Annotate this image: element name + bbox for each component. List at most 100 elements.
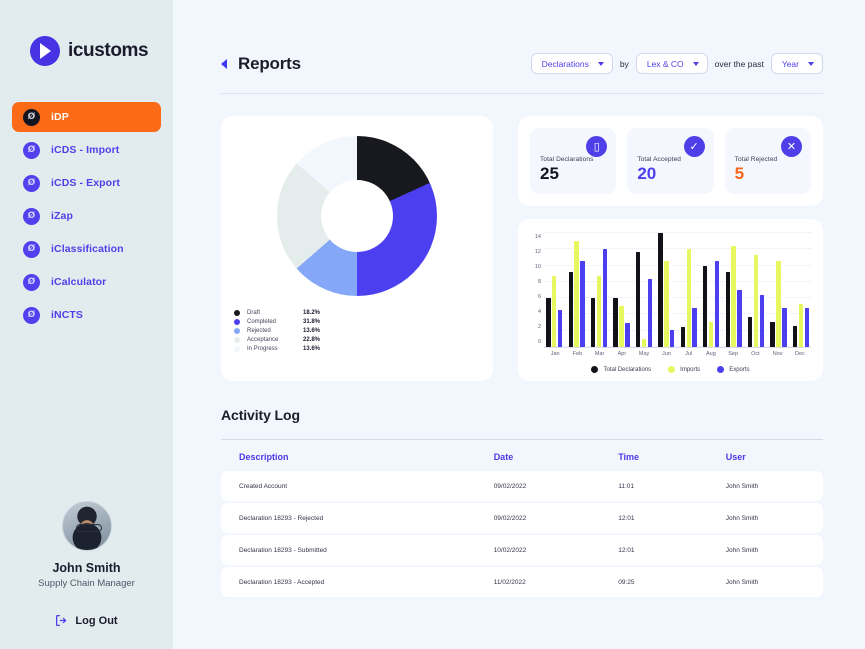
column-header-date[interactable]: Date [493, 452, 514, 462]
bar [708, 321, 714, 347]
bar [647, 278, 652, 347]
bar [635, 251, 641, 347]
bar-group [544, 233, 564, 347]
company-dropdown[interactable]: Lex & CO [635, 53, 708, 74]
play-circle-logo-icon [30, 36, 60, 66]
bar-group [589, 233, 609, 347]
legend-label: Exports [729, 366, 750, 373]
legend-item: Rejected 13.6% [234, 328, 493, 334]
donut-legend: Draft 18.2% Completed 31.8% Rejected 13.6% Acc… [234, 310, 493, 352]
bar-group [679, 233, 699, 347]
bar-group [746, 233, 766, 347]
bar [714, 260, 720, 347]
bar-group [566, 233, 586, 347]
x-tick-label: Sep [728, 351, 739, 357]
sidebar-item-label: iCalculator [51, 276, 107, 288]
page-title: Reports [238, 53, 301, 73]
legend-color-dot [234, 337, 240, 343]
avatar [61, 501, 112, 551]
donut-ring [277, 136, 437, 296]
status-breakdown-card: Draft 18.2% Completed 31.8% Rejected 13.6% Acc… [221, 116, 493, 381]
legend-color-dot [234, 346, 240, 352]
bar [770, 321, 775, 347]
filter-conjunction-period: over the past [714, 58, 764, 69]
entity-dropdown-value: Declarations [541, 58, 589, 69]
legend-color-dot [717, 366, 725, 373]
entity-dropdown[interactable]: Declarations [530, 53, 613, 74]
x-tick-label: May [638, 351, 650, 357]
table-row[interactable]: Created Account 09/02/2022 11:01 John Smith [221, 471, 823, 501]
column-header-user[interactable]: User [725, 452, 746, 462]
legend-item: Draft 18.2% [234, 310, 493, 316]
cell-date: 10/02/2022 [493, 546, 527, 554]
table-row[interactable]: Declaration 18293 - Rejected 09/02/2022 12… [221, 503, 823, 533]
cell-description: Created Account [239, 482, 288, 490]
period-dropdown-value: Year [781, 58, 799, 69]
filter-conjunction-by: by [619, 58, 629, 69]
bar [619, 306, 624, 347]
donut-chart [221, 116, 493, 296]
bar [792, 325, 798, 347]
brand-logo[interactable]: icustoms [30, 36, 173, 66]
activity-table-body: Created Account 09/02/2022 11:01 John Smith… [221, 471, 823, 597]
x-tick-label: Jul [685, 351, 693, 357]
legend-label: Completed [247, 319, 277, 325]
bar [731, 246, 736, 347]
chart-legend-item: Total Declarations [591, 366, 651, 373]
cell-description: Declaration 18293 - Submitted [239, 546, 327, 554]
y-tick-label: 14 [534, 234, 541, 240]
legend-value: 18.2% [303, 310, 321, 316]
main-content: Reports Declarations by Lex & CO over th… [173, 0, 865, 649]
back-caret-icon[interactable] [221, 58, 227, 69]
legend-label: Total Declarations [603, 366, 652, 373]
bar [670, 329, 675, 347]
bar [804, 307, 809, 347]
cell-user: John Smith [725, 514, 759, 522]
x-tick-label: Jun [661, 351, 671, 357]
bar [753, 255, 759, 347]
cell-date: 09/02/2022 [493, 514, 527, 522]
icds-import-icon: Ø [23, 141, 40, 159]
sidebar-item-label: iCDS - Import [51, 144, 120, 156]
bar [625, 322, 630, 347]
header-divider [221, 93, 823, 94]
bar [613, 298, 618, 347]
legend-value: 22.8% [303, 337, 321, 343]
x-tick-label: Jan [550, 351, 560, 357]
x-tick-label: Oct [751, 351, 760, 357]
bar-group [768, 233, 788, 347]
plot-area: Jan Feb Mar Apr May Jun Jul Aug Sep Oct Nov Dec [544, 232, 811, 357]
activity-divider [221, 439, 823, 440]
legend-item: In Progress 13.6% [234, 346, 493, 352]
logout-button[interactable]: Log Out [0, 614, 173, 627]
cell-time: 11:01 [618, 482, 634, 490]
bar-group [656, 233, 676, 347]
sidebar-item-label: iDP [51, 111, 69, 123]
legend-label: In Progress [247, 346, 278, 352]
stat-label: Total Declarations [540, 156, 594, 164]
document-icon: ▯ [586, 136, 608, 157]
y-tick-label: 10 [534, 264, 541, 270]
table-row[interactable]: Declaration 18293 - Accepted 11/02/2022 09… [221, 567, 823, 597]
column-header-description[interactable]: Description [239, 452, 289, 462]
icds-export-icon: Ø [23, 174, 40, 192]
cell-user: John Smith [725, 578, 759, 586]
y-tick-label: 0 [537, 339, 541, 345]
legend-label: Rejected [247, 328, 271, 334]
company-dropdown-value: Lex & CO [646, 58, 684, 69]
legend-color-dot [591, 366, 599, 373]
table-row[interactable]: Declaration 18293 - Submitted 10/02/2022 1… [221, 535, 823, 565]
bar-group [611, 233, 631, 347]
column-header-time[interactable]: Time [618, 452, 640, 462]
period-dropdown[interactable]: Year [770, 53, 823, 74]
logout-label: Log Out [75, 614, 118, 627]
